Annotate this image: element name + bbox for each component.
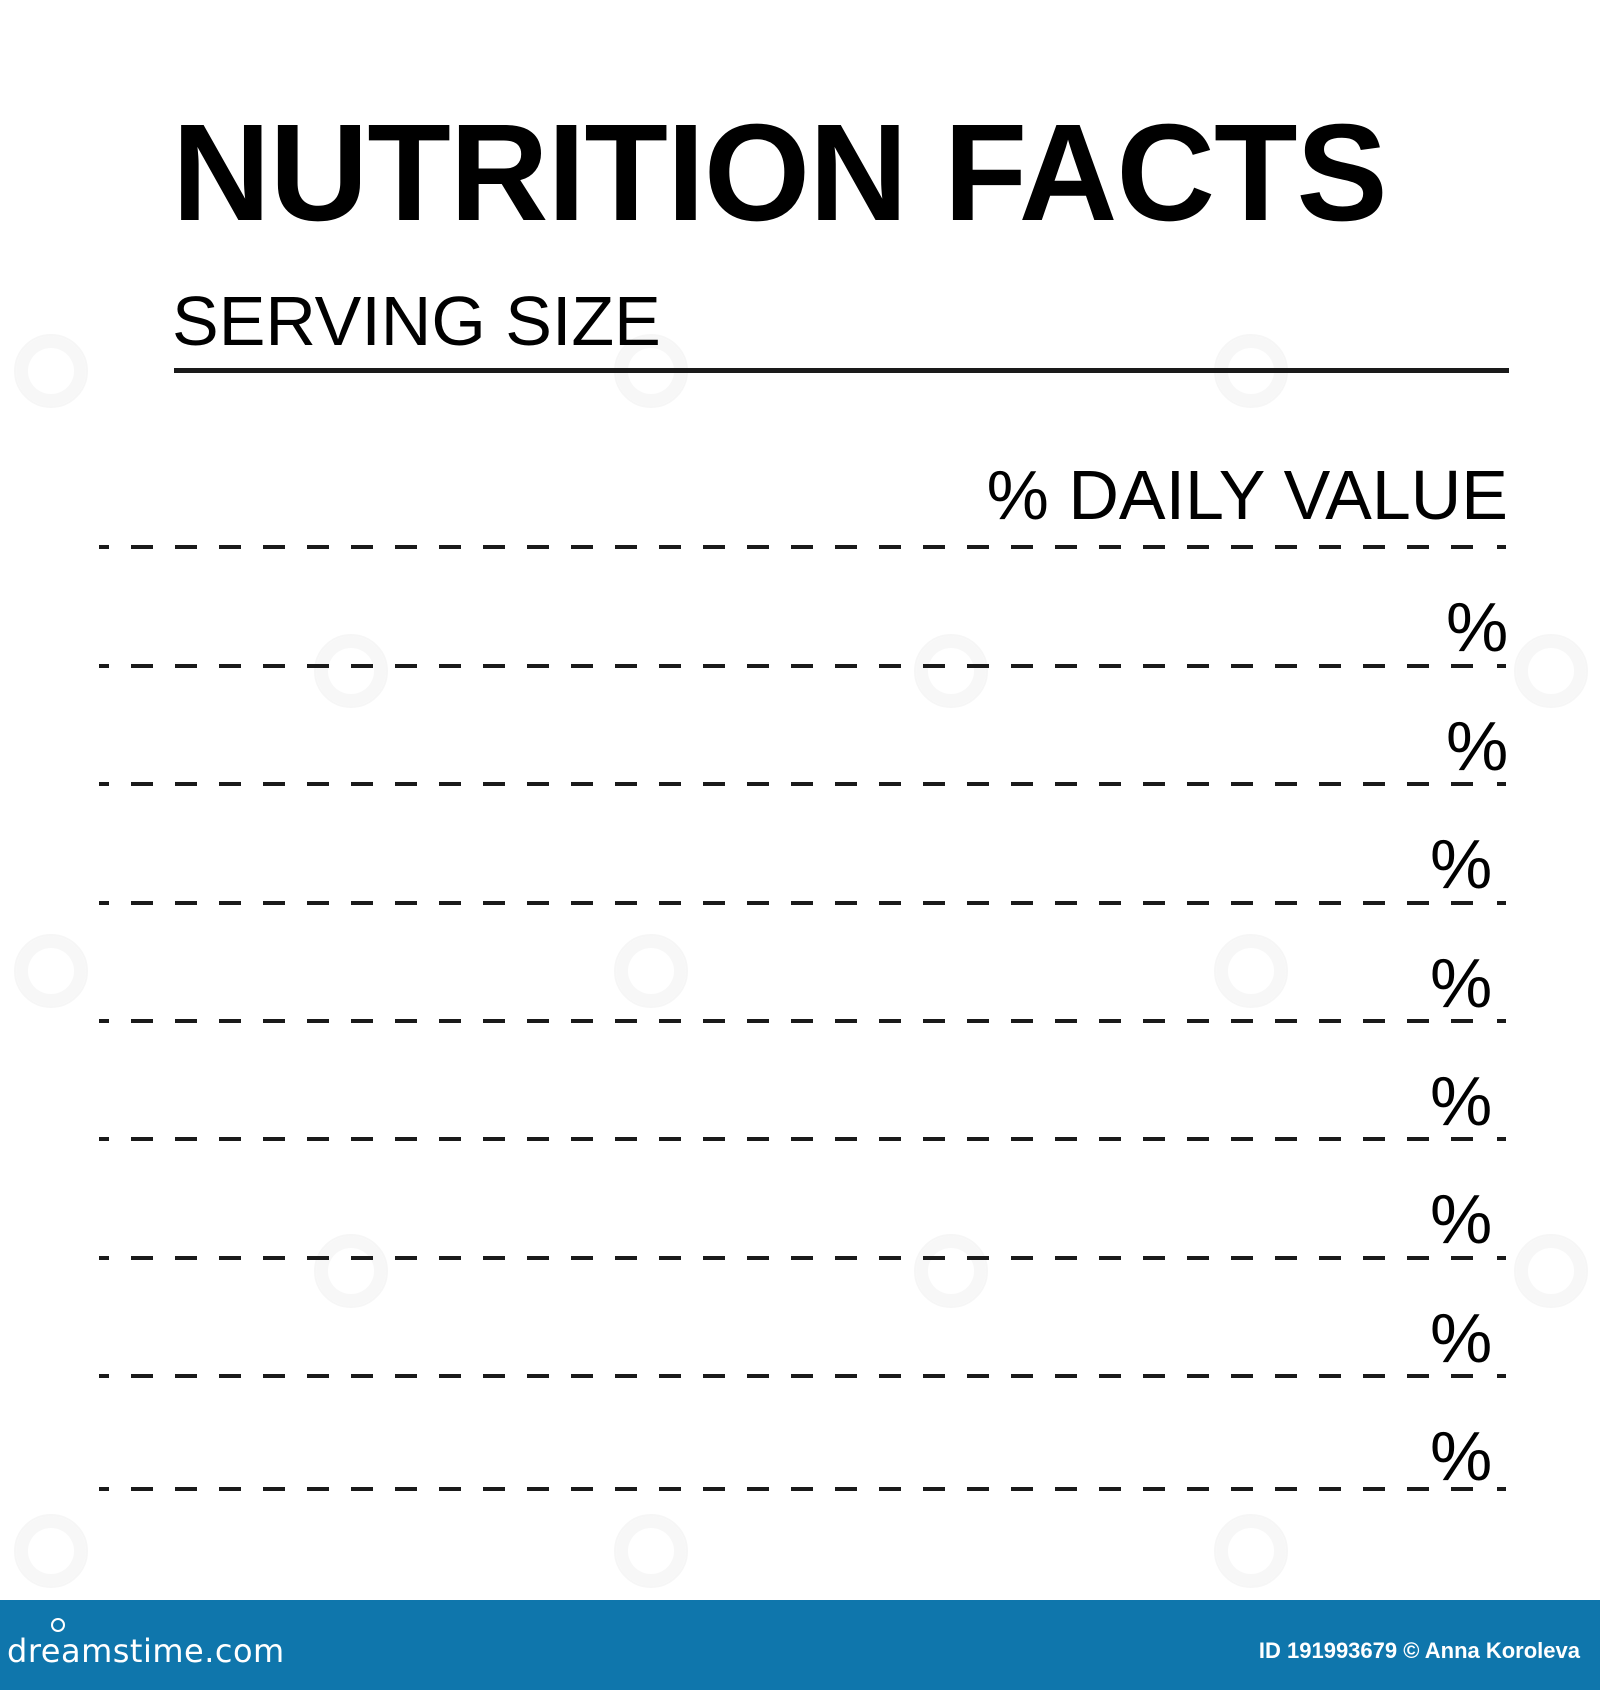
brand-logo: dreamstime.com: [7, 1632, 285, 1670]
row-percent: %: [1430, 825, 1493, 903]
watermark-swirl-icon: [14, 934, 88, 1008]
row-percent: %: [1430, 944, 1493, 1022]
watermark-swirl-icon: [14, 334, 88, 408]
watermark-swirl-icon: [1214, 1514, 1288, 1588]
watermark-swirl-icon: [1514, 634, 1588, 708]
watermark-swirl-icon: [1214, 934, 1288, 1008]
watermark-swirl-icon: [314, 634, 388, 708]
watermark-swirl-icon: [914, 1234, 988, 1308]
watermark-swirl-icon: [314, 1234, 388, 1308]
row-percent: %: [1430, 1417, 1493, 1495]
dashed-separator: [99, 901, 1507, 905]
dashed-separator: [99, 664, 1507, 668]
footer-bar: dreamstime.com ID 191993679 © Anna Korol…: [0, 1600, 1600, 1690]
row-percent: %: [1446, 588, 1509, 666]
row-percent: %: [1430, 1062, 1493, 1140]
row-percent: %: [1430, 1299, 1493, 1377]
dashed-separator: [99, 545, 1507, 549]
dashed-separator: [99, 782, 1507, 786]
daily-value-header: % DAILY VALUE: [986, 456, 1508, 534]
brand-swirl-icon: [51, 1618, 65, 1632]
row-percent: %: [1446, 707, 1509, 785]
watermark-swirl-icon: [14, 1514, 88, 1588]
watermark-swirl-icon: [614, 934, 688, 1008]
dashed-separator: [99, 1137, 1507, 1141]
image-credit: ID 191993679 © Anna Koroleva: [1258, 1638, 1580, 1663]
watermark-swirl-icon: [614, 1514, 688, 1588]
serving-size-label: SERVING SIZE: [172, 282, 661, 360]
watermark-swirl-icon: [1514, 1234, 1588, 1308]
dashed-separator: [99, 1019, 1507, 1023]
serving-size-rule: [174, 368, 1509, 373]
dashed-separator: [99, 1256, 1507, 1260]
label-title: NUTRITION FACTS: [172, 96, 1388, 250]
watermark-swirl-icon: [914, 634, 988, 708]
dashed-separator: [99, 1487, 1507, 1491]
row-percent: %: [1430, 1180, 1493, 1258]
dashed-separator: [99, 1374, 1507, 1378]
